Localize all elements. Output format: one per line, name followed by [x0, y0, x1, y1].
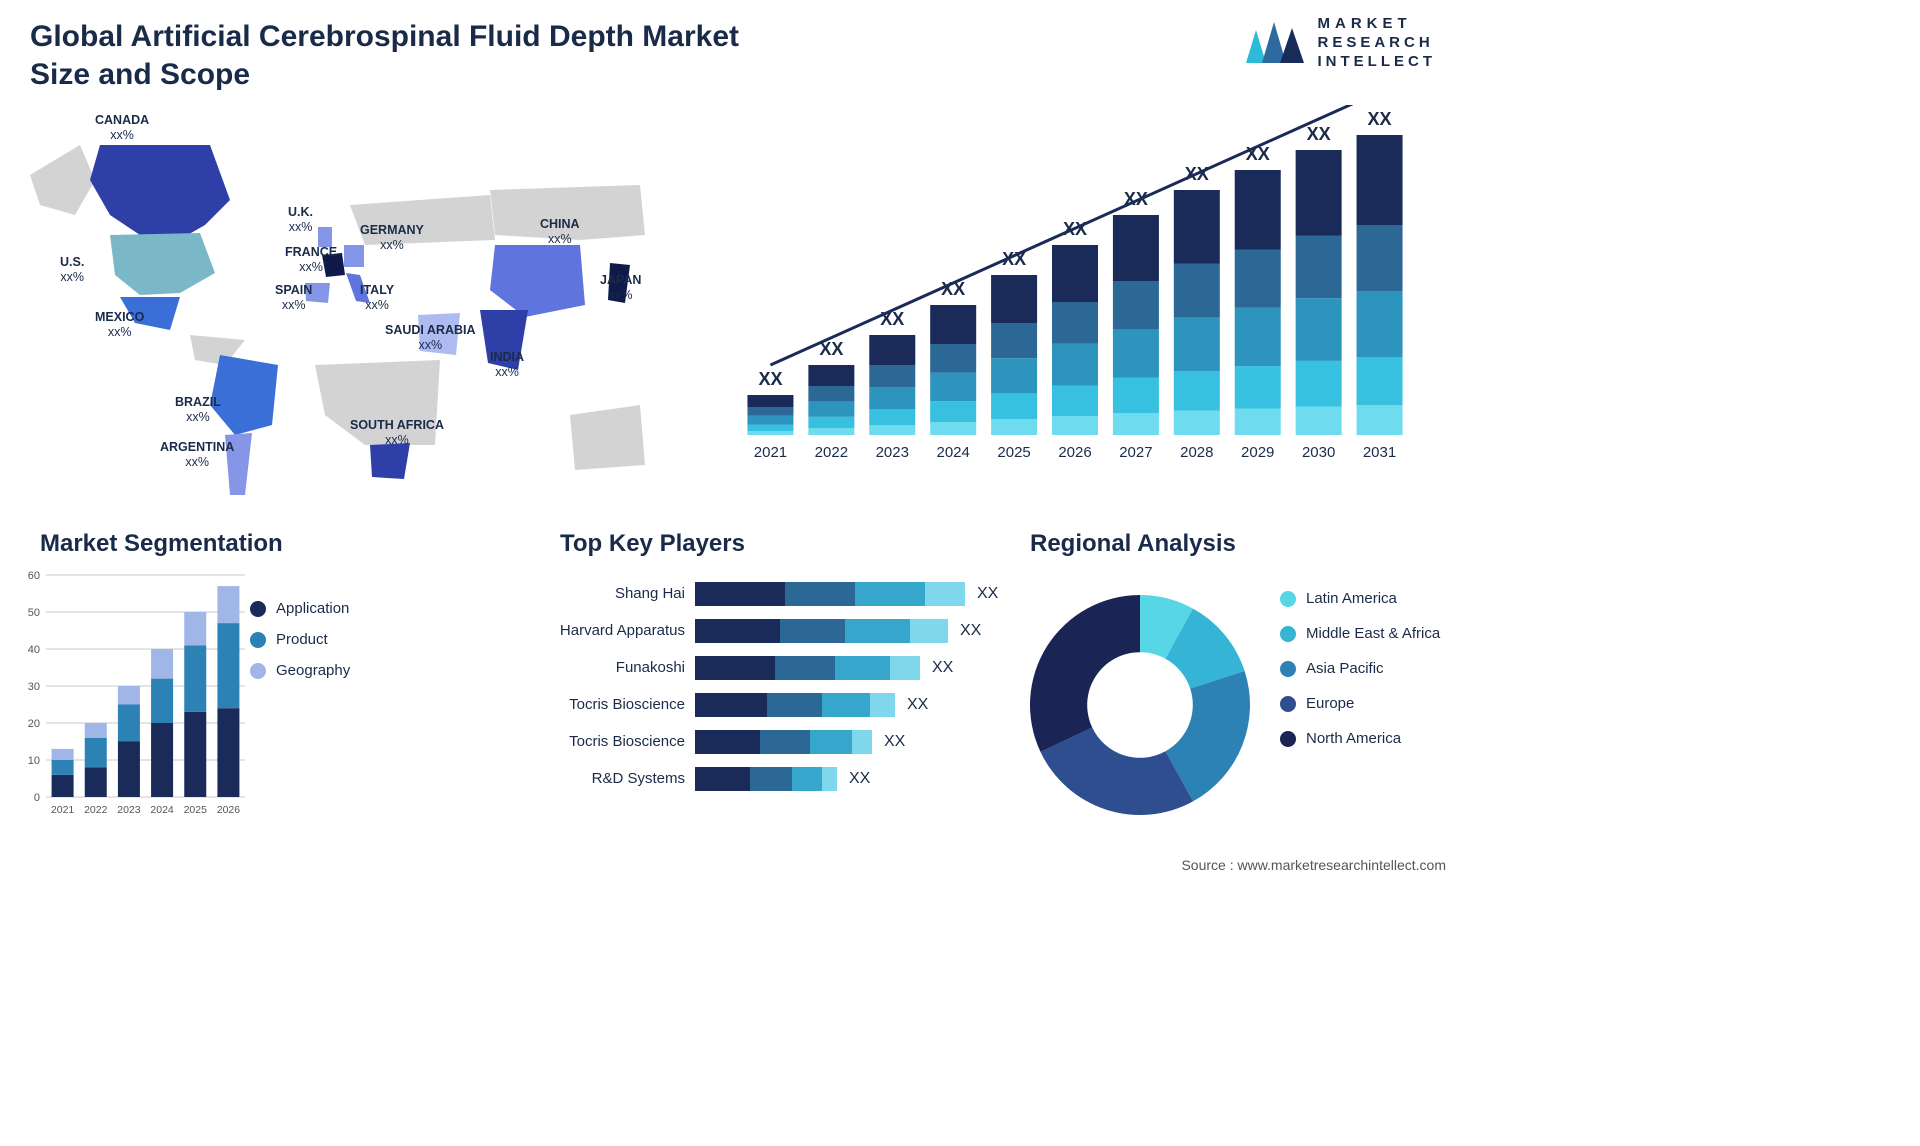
svg-text:2024: 2024 [150, 804, 174, 816]
svg-text:XX: XX [1307, 124, 1331, 144]
svg-text:2030: 2030 [1302, 444, 1335, 461]
svg-text:2023: 2023 [876, 444, 909, 461]
brand-logo: MARKET RESEARCH INTELLECT [1242, 14, 1437, 72]
svg-text:2023: 2023 [117, 804, 141, 816]
svg-text:40: 40 [28, 644, 40, 656]
svg-text:2021: 2021 [51, 804, 75, 816]
svg-text:50: 50 [28, 607, 40, 619]
world-map: CANADAxx% U.S.xx% MEXICOxx% BRAZILxx% ARGENT… [20, 105, 660, 505]
segmentation-heading: Market Segmentation [40, 530, 283, 558]
svg-text:2021: 2021 [754, 444, 787, 461]
regional-legend-item: North America [1280, 730, 1440, 747]
svg-text:10: 10 [28, 755, 40, 767]
map-label-brazil: BRAZILxx% [175, 395, 221, 425]
map-label-southafrica: SOUTH AFRICAxx% [350, 418, 444, 448]
main-growth-chart: XX2021XX2022XX2023XX2024XX2025XX2026XX20… [720, 105, 1420, 475]
map-label-india: INDIAxx% [490, 350, 524, 380]
svg-text:2027: 2027 [1119, 444, 1152, 461]
map-label-argentina: ARGENTINAxx% [160, 440, 234, 470]
svg-text:2028: 2028 [1180, 444, 1213, 461]
key-players-chart: Shang HaiXXHarvard ApparatusXXFunakoshiX… [530, 575, 1000, 835]
page-title: Global Artificial Cerebrospinal Fluid De… [30, 18, 750, 93]
svg-text:2026: 2026 [1058, 444, 1091, 461]
svg-text:0: 0 [34, 792, 40, 804]
regional-legend-item: Middle East & Africa [1280, 625, 1440, 642]
map-label-canada: CANADAxx% [95, 113, 149, 143]
seg-legend-item: Geography [250, 662, 350, 679]
regional-heading: Regional Analysis [1030, 530, 1236, 558]
key-player-row: Shang HaiXX [530, 575, 1000, 612]
map-label-us: U.S.xx% [60, 255, 84, 285]
key-players-heading: Top Key Players [560, 530, 745, 558]
svg-text:XX: XX [1368, 109, 1392, 129]
key-player-row: Tocris BioscienceXX [530, 686, 1000, 723]
map-label-china: CHINAxx% [540, 217, 580, 247]
map-label-germany: GERMANYxx% [360, 223, 424, 253]
svg-text:2025: 2025 [184, 804, 208, 816]
svg-text:2025: 2025 [997, 444, 1030, 461]
svg-text:2022: 2022 [815, 444, 848, 461]
svg-text:2031: 2031 [1363, 444, 1396, 461]
map-label-france: FRANCExx% [285, 245, 337, 275]
svg-text:XX: XX [758, 369, 782, 389]
map-label-mexico: MEXICOxx% [95, 310, 144, 340]
map-label-spain: SPAINxx% [275, 283, 312, 313]
logo-icon [1242, 18, 1306, 68]
svg-text:2024: 2024 [936, 444, 969, 461]
logo-text-3: INTELLECT [1318, 52, 1437, 71]
svg-text:20: 20 [28, 718, 40, 730]
regional-legend-item: Europe [1280, 695, 1440, 712]
map-label-italy: ITALYxx% [360, 283, 394, 313]
regional-legend-item: Asia Pacific [1280, 660, 1440, 677]
seg-legend-item: Product [250, 631, 350, 648]
key-player-row: FunakoshiXX [530, 649, 1000, 686]
svg-text:60: 60 [28, 570, 40, 582]
logo-text-2: RESEARCH [1318, 33, 1437, 52]
key-player-row: Tocris BioscienceXX [530, 723, 1000, 760]
svg-text:2022: 2022 [84, 804, 108, 816]
map-label-uk: U.K.xx% [288, 205, 313, 235]
map-label-saudiarabia: SAUDI ARABIAxx% [385, 323, 476, 353]
regional-donut [1010, 575, 1270, 835]
source-text: Source : www.marketresearchintellect.com [1181, 857, 1446, 873]
logo-text-1: MARKET [1318, 14, 1437, 33]
svg-text:30: 30 [28, 681, 40, 693]
svg-text:XX: XX [880, 309, 904, 329]
key-player-row: R&D SystemsXX [530, 760, 1000, 797]
key-player-row: Harvard ApparatusXX [530, 612, 1000, 649]
segmentation-legend: Application Product Geography [250, 600, 350, 693]
regional-legend-item: Latin America [1280, 590, 1440, 607]
map-label-japan: JAPANxx% [600, 273, 641, 303]
regional-legend: Latin America Middle East & Africa Asia Pa… [1280, 590, 1440, 765]
svg-text:2029: 2029 [1241, 444, 1274, 461]
svg-text:2026: 2026 [217, 804, 241, 816]
seg-legend-item: Application [250, 600, 350, 617]
